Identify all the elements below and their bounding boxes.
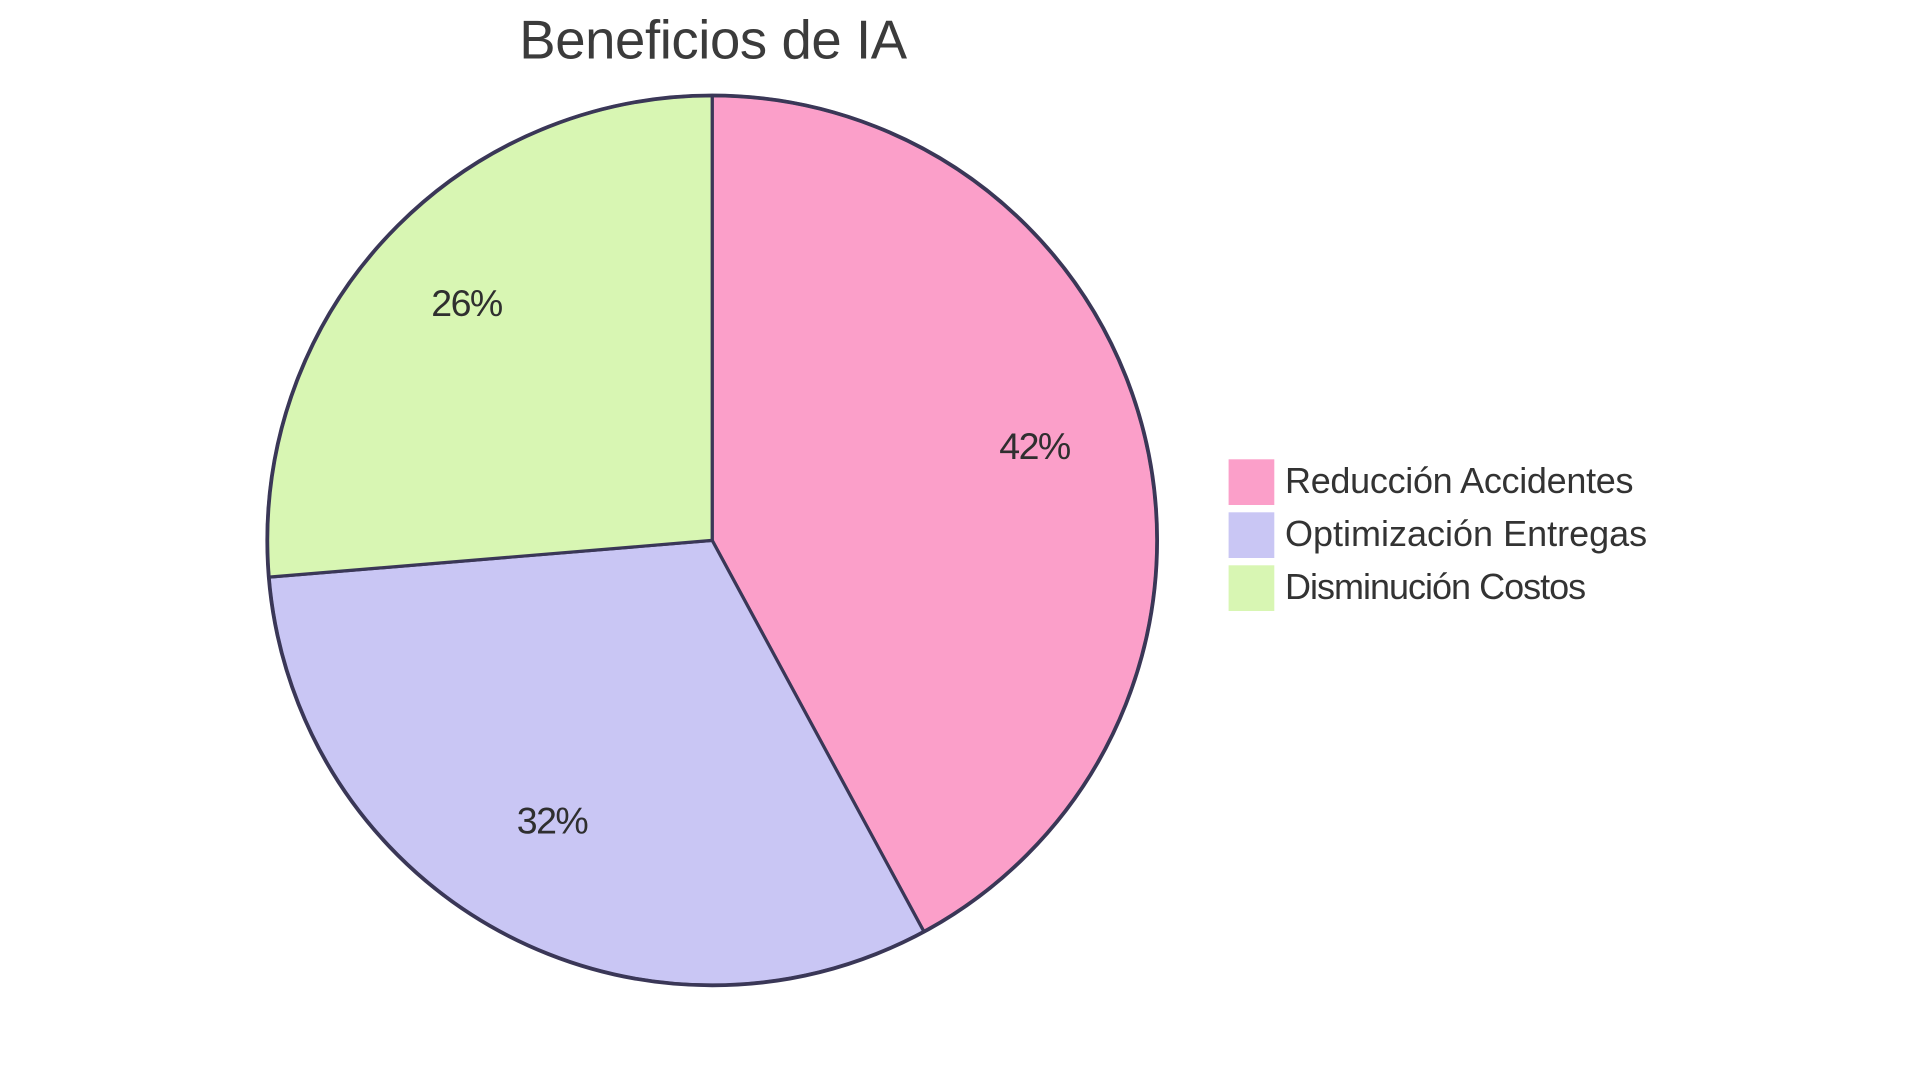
svg-text:26%: 26% bbox=[431, 282, 502, 324]
svg-text:Beneficios de IA: Beneficios de IA bbox=[519, 9, 907, 70]
svg-text:Reducción Accidentes: Reducción Accidentes bbox=[1285, 460, 1633, 501]
svg-text:Optimización Entregas: Optimización Entregas bbox=[1285, 513, 1647, 554]
svg-text:Disminución Costos: Disminución Costos bbox=[1285, 566, 1585, 607]
svg-text:42%: 42% bbox=[999, 425, 1070, 467]
svg-text:32%: 32% bbox=[517, 800, 588, 842]
